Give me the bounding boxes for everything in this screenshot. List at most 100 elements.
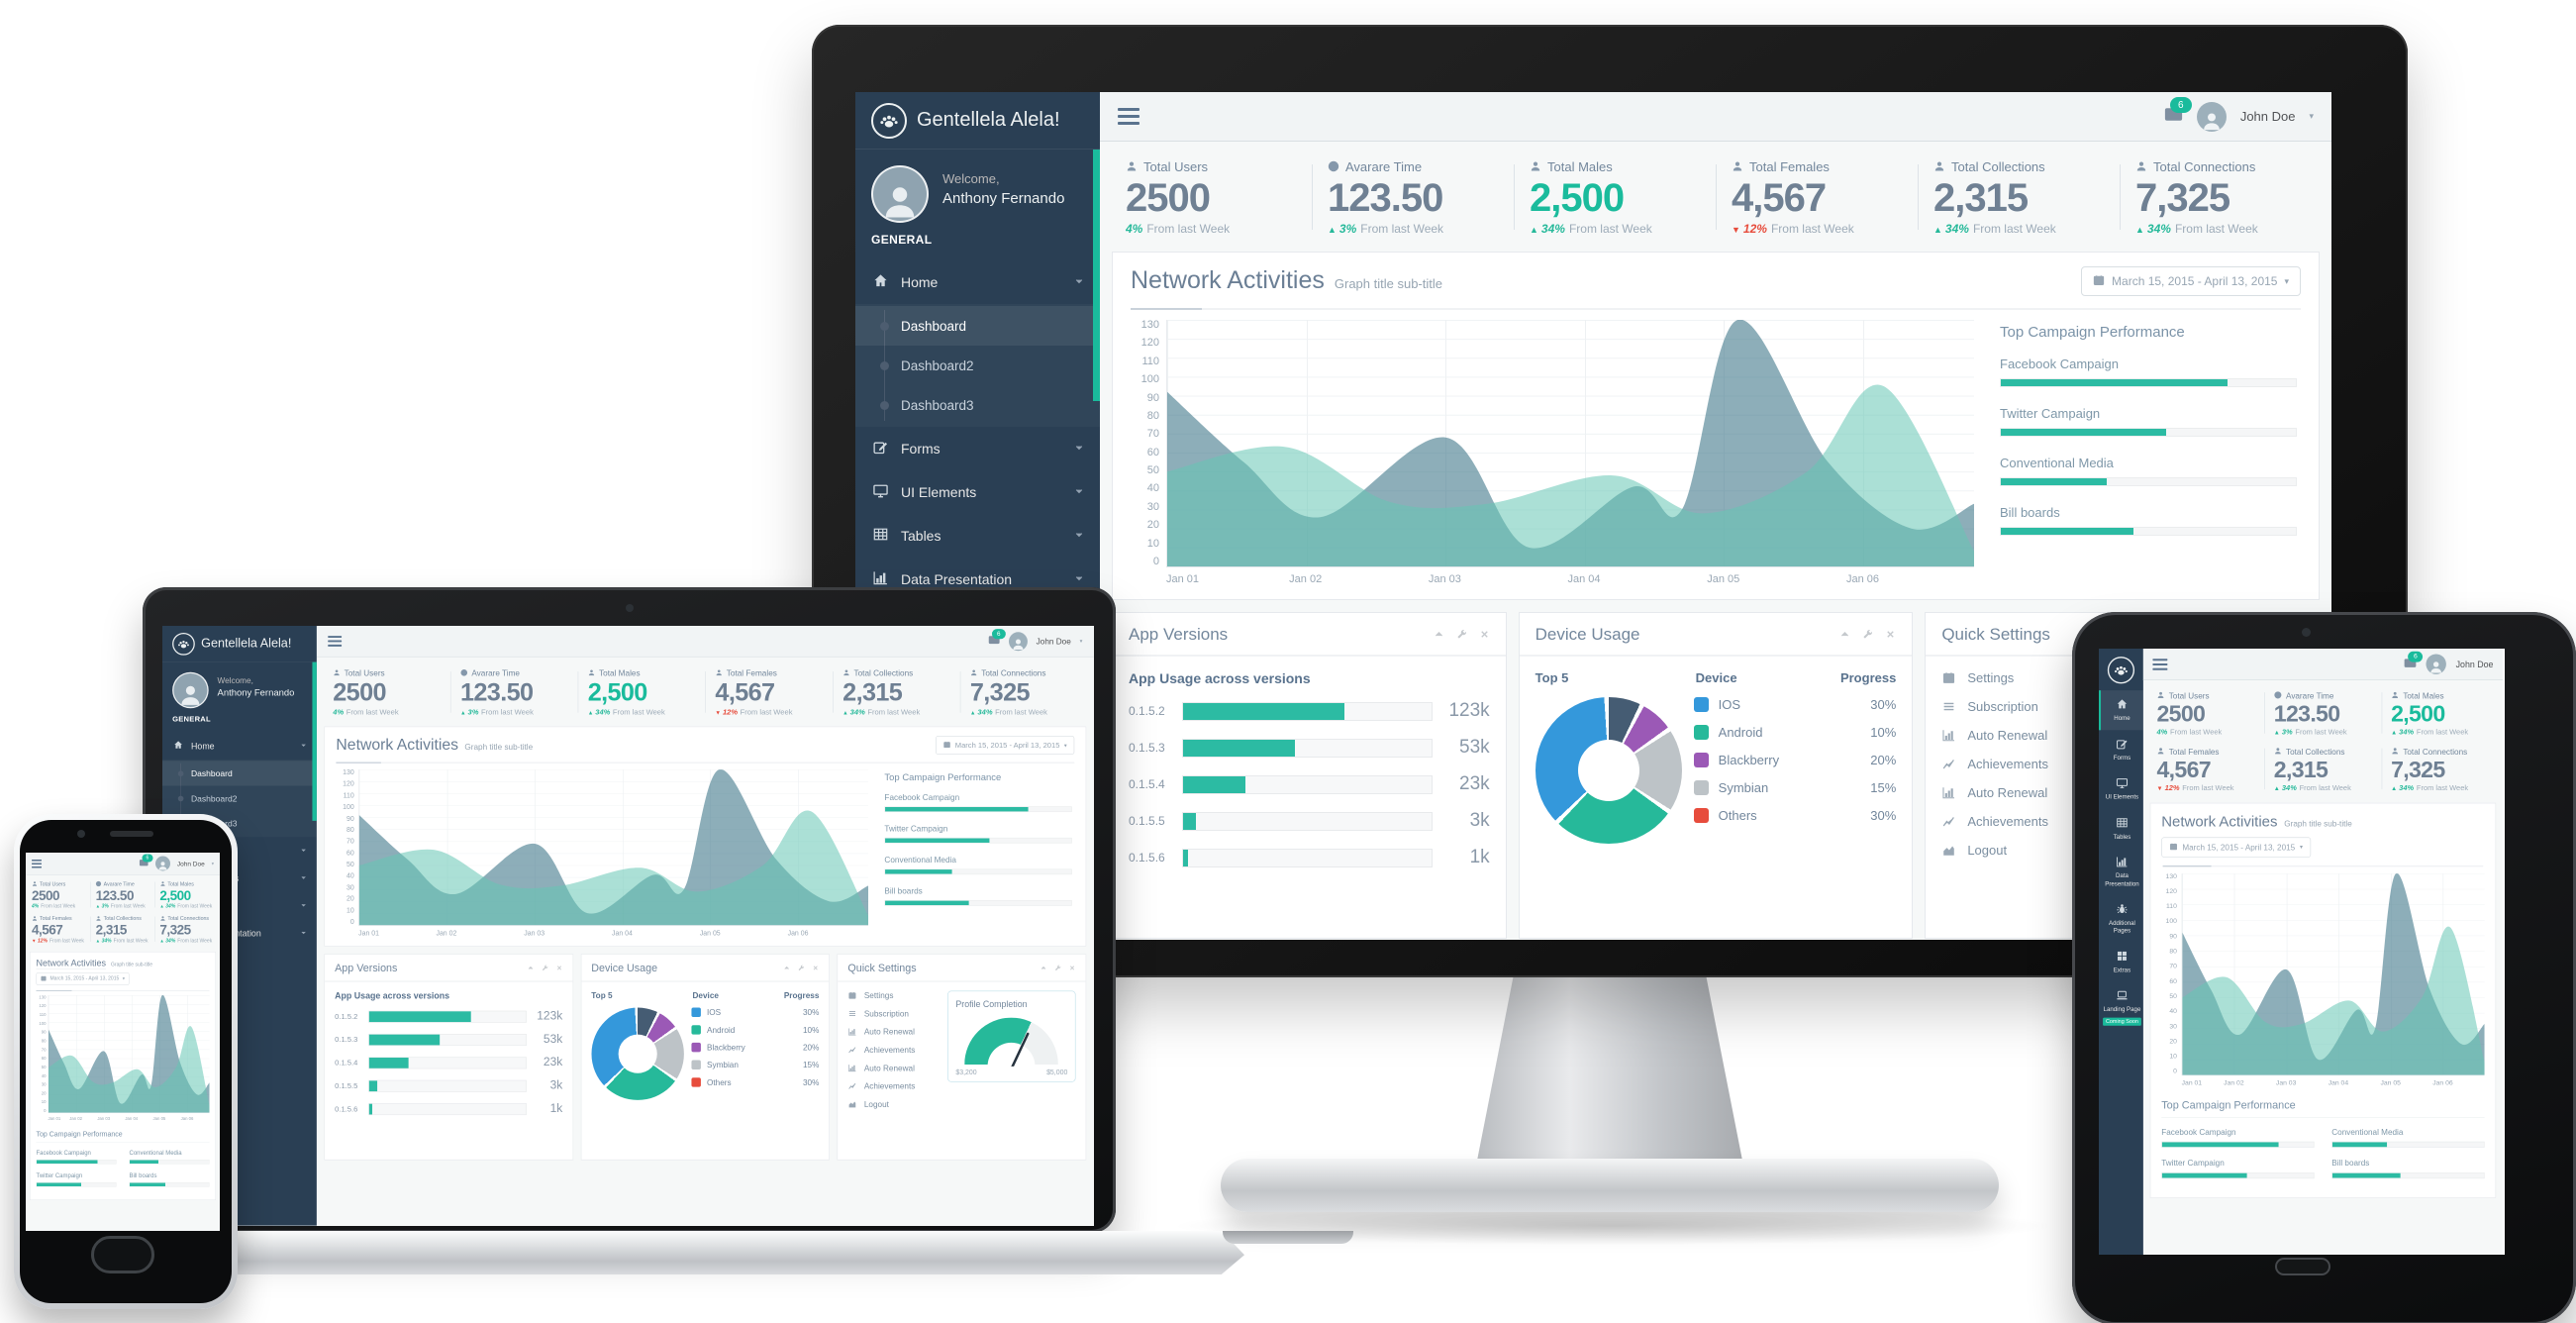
quick-setting-item[interactable]: Auto Renewal [1941, 728, 2084, 743]
version-label: 0.1.5.3 [1129, 741, 1165, 755]
chevron-down-icon [300, 902, 306, 909]
menu-toggle-icon[interactable] [328, 636, 343, 638]
collapse-icon[interactable] [783, 965, 790, 972]
user-avatar[interactable] [2196, 101, 2227, 132]
laptop-screen: Gentellela Alela! Welcome, Anthony Ferna… [162, 626, 1094, 1226]
sidebar-item-tables[interactable]: Tables [855, 514, 1100, 558]
settings-wrench-icon[interactable] [1456, 629, 1467, 642]
sidebar-item-ui-elements[interactable]: UI Elements [855, 470, 1100, 514]
sidebar-item-dashboard[interactable]: Dashboard [162, 761, 317, 786]
panel-subtitle: Graph title sub-title [1334, 276, 1442, 291]
quick-setting-item[interactable]: Auto Renewal [847, 1027, 938, 1037]
user-menu[interactable]: John Doe [2455, 659, 2494, 669]
quick-setting-item[interactable]: Achievements [1941, 757, 2084, 771]
sidebar-item-data-presentation[interactable]: Data Presentation [2099, 848, 2143, 894]
sidebar-item-dashboard2[interactable]: Dashboard2 [162, 786, 317, 811]
legend-swatch [1693, 697, 1709, 712]
quick-setting-item[interactable]: Auto Renewal [847, 1064, 938, 1072]
menu-toggle-icon[interactable] [1118, 108, 1139, 111]
quick-setting-item[interactable]: Subscription [847, 1009, 938, 1018]
date-range-button[interactable]: March 15, 2015 - April 13, 2015 ▾ [936, 736, 1075, 755]
user-menu[interactable]: John Doe [2239, 109, 2296, 124]
user-menu[interactable]: John Doe [1036, 636, 1071, 647]
avatar[interactable] [172, 671, 209, 709]
sidebar-menu: Home Dashboard Dashboard2 Dashboard3 For… [855, 260, 1100, 601]
collapse-icon[interactable] [527, 965, 534, 972]
campaign-row: Bill boards [884, 886, 1072, 906]
device-usage-donut-chart [591, 1007, 684, 1100]
quick-setting-item[interactable]: Settings [847, 991, 938, 1000]
settings-wrench-icon[interactable] [1862, 629, 1873, 642]
stat-label: Total Users [1143, 159, 1209, 174]
settings-wrench-icon[interactable] [1054, 965, 1061, 972]
sidebar-item-data-presentation[interactable]: Data Presentation [855, 558, 1100, 601]
messages-button[interactable]: 6 [988, 629, 1006, 648]
close-icon[interactable] [812, 965, 819, 972]
quick-setting-item[interactable]: Subscription [1941, 699, 2084, 714]
brand[interactable] [2107, 657, 2135, 684]
close-icon[interactable] [1479, 629, 1490, 642]
sidebar-item-dashboard2[interactable]: Dashboard2 [855, 346, 1100, 385]
menu-toggle-icon[interactable] [2152, 658, 2168, 661]
app-versions-panel: App Versions App Usage across versions 0… [1112, 612, 1507, 939]
date-range-button[interactable]: March 15, 2015 - April 13, 2015 ▾ [36, 971, 130, 985]
stat-icon [1530, 160, 1541, 174]
stat-icon [842, 668, 850, 677]
stat-icon [2156, 747, 2164, 757]
progress-track [2000, 428, 2297, 437]
sidebar-item-home[interactable]: Home [855, 260, 1100, 304]
menu-toggle-icon[interactable] [32, 859, 42, 862]
quick-setting-item[interactable]: Achievements [847, 1045, 938, 1055]
user-avatar[interactable] [2426, 654, 2447, 674]
app-version-row: 0.1.5.4 23k [335, 1056, 563, 1069]
campaign-row: Twitter Campaign [884, 824, 1072, 844]
messages-button[interactable]: 6 [2404, 651, 2424, 671]
tablet-home-button[interactable] [2275, 1258, 2330, 1275]
brand[interactable]: Gentellela Alela! [162, 626, 317, 662]
quick-setting-item[interactable]: Achievements [847, 1081, 938, 1090]
quick-setting-item[interactable]: Auto Renewal [1941, 785, 2084, 800]
sidebar-item-landing-page[interactable]: Landing Page Coming Soon [2099, 981, 2143, 1033]
collapse-icon[interactable] [1040, 965, 1047, 972]
user-menu[interactable]: John Doe [176, 860, 205, 867]
sidebar-item-forms[interactable]: Forms [2099, 730, 2143, 769]
stat-tile: Total Users 2500 4% From last Week [32, 881, 76, 910]
stat-tile: Avarare Time 123.50 3%From last Week [449, 664, 578, 720]
sidebar-item-home[interactable]: Home [2099, 690, 2143, 730]
sidebar-item-dashboard3[interactable]: Dashboard3 [855, 385, 1100, 425]
delta-arrow-icon [2274, 783, 2282, 791]
user-avatar[interactable] [1008, 631, 1028, 651]
settings-wrench-icon[interactable] [542, 965, 548, 972]
avatar[interactable] [871, 165, 929, 223]
sidebar-item-dashboard[interactable]: Dashboard [855, 306, 1100, 346]
collapse-icon[interactable] [1839, 629, 1850, 642]
date-range-button[interactable]: March 15, 2015 - April 13, 2015 ▾ [2081, 266, 2301, 296]
sidebar-item-home[interactable]: Home [162, 732, 317, 760]
brand[interactable]: Gentellela Alela! [855, 92, 1100, 150]
sidebar: Home Forms UI Elements Tables Data Prese… [2099, 649, 2143, 1255]
close-icon[interactable] [1885, 629, 1896, 642]
collapse-icon[interactable] [1434, 629, 1444, 642]
sidebar-item-additional-pages[interactable]: Additional Pages [2099, 895, 2143, 942]
quick-setting-item[interactable]: Achievements [1941, 814, 2084, 829]
sidebar-item-extras[interactable]: Extras [2099, 942, 2143, 981]
sidebar-item-tables[interactable]: Tables [2099, 809, 2143, 849]
phone-home-button[interactable] [91, 1236, 154, 1273]
sidebar-scrollbar[interactable] [312, 662, 317, 821]
quick-setting-item[interactable]: Logout [847, 1099, 938, 1109]
sidebar-item-ui-elements[interactable]: UI Elements [2099, 769, 2143, 809]
sidebar-scrollbar[interactable] [1093, 150, 1100, 401]
user-avatar[interactable] [154, 856, 170, 871]
close-icon[interactable] [555, 965, 562, 972]
messages-button[interactable]: 6 [139, 854, 153, 868]
settings-wrench-icon[interactable] [798, 965, 805, 972]
messages-button[interactable]: 6 [2164, 97, 2192, 128]
quick-setting-item[interactable]: Logout [1941, 843, 2084, 858]
close-icon[interactable] [1069, 965, 1076, 972]
device-usage-donut-chart [1535, 697, 1682, 844]
date-range-button[interactable]: March 15, 2015 - April 13, 2015 ▾ [2161, 837, 2312, 858]
sidebar-item-forms[interactable]: Forms [855, 427, 1100, 470]
legend-row: Others 30% [691, 1077, 819, 1087]
x-tick: Jan 05 [1707, 573, 1740, 585]
quick-setting-item[interactable]: Settings [1941, 670, 2084, 685]
